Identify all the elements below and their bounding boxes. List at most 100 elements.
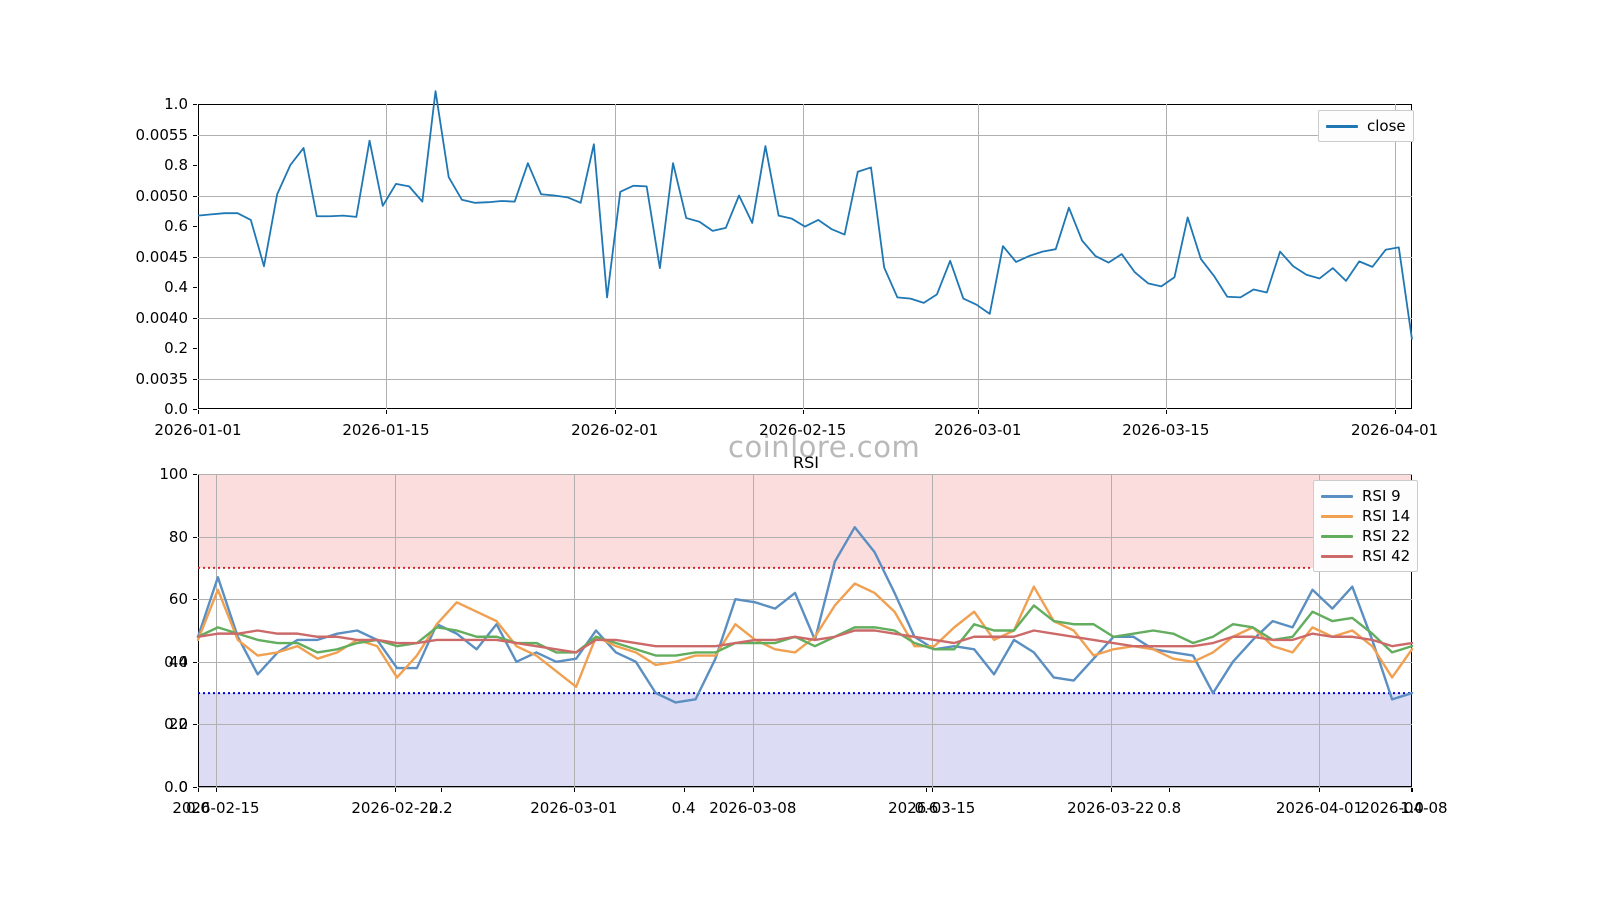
price-legend: close <box>1318 110 1414 142</box>
legend-swatch-icon <box>1321 514 1353 518</box>
rsi-xtick <box>752 788 754 792</box>
rsi-gridline-h <box>198 724 1412 726</box>
rsi-ytick-secondary <box>193 787 197 788</box>
rsi-gridline-h <box>198 474 1412 475</box>
price-xtick-label-3: 2026-02-15 <box>759 421 847 439</box>
price-ytick-secondary <box>193 226 197 227</box>
price-ytick <box>193 378 197 380</box>
price-gridline-h <box>198 195 1412 197</box>
price-ytick <box>193 317 197 319</box>
rsi-ytick-secondary <box>193 724 197 726</box>
rsi-xtick <box>1411 788 1412 792</box>
rsi-xtick-secondary <box>926 788 928 792</box>
rsi-series-line-rsi-14 <box>196 582 1414 689</box>
rsi-xtick <box>573 788 575 792</box>
rsi-shaded-band <box>198 693 1412 787</box>
rsi-gridline-h <box>198 536 1412 538</box>
rsi-gridline-v <box>394 474 396 787</box>
price-gridline-h <box>198 256 1412 258</box>
price-ytick-secondary <box>193 104 197 105</box>
price-xtick <box>198 410 199 414</box>
price-gridline-v <box>977 104 979 409</box>
rsi-xtick-label-1: 2026-02-22 <box>351 799 439 817</box>
price-xtick-label-2: 2026-02-01 <box>571 421 659 439</box>
rsi-ytick-secondary-label-1: 0.2 <box>164 715 188 734</box>
rsi-ytick-label-0: 0 <box>178 778 188 796</box>
price-ytick-secondary <box>193 409 197 410</box>
rsi-gridline-v <box>573 474 575 787</box>
rsi-ytick-secondary-label-0: 0.0 <box>164 778 188 796</box>
rsi-xtick <box>931 788 933 792</box>
rsi-xtick <box>394 788 396 792</box>
rsi-ytick-secondary <box>193 661 197 663</box>
price-xtick-label-0: 2026-01-01 <box>154 421 242 439</box>
price-xtick <box>802 410 804 414</box>
price-xtick-label-4: 2026-03-01 <box>934 421 1022 439</box>
price-ytick-label-3: 0.0050 <box>135 186 189 205</box>
rsi-ytick <box>193 474 197 475</box>
rsi-gridline-v <box>215 474 217 787</box>
rsi-xtick-label-7: 2026-04-08 <box>1360 799 1448 817</box>
rsi-gridline-h <box>198 599 1412 601</box>
rsi-xtick-secondary <box>1169 788 1171 792</box>
rsi-xtick-label-3: 2026-03-08 <box>709 799 797 817</box>
legend-item-close[interactable]: close <box>1326 116 1406 136</box>
price-ytick-secondary <box>193 287 197 288</box>
rsi-xtick-secondary-label-5: 1.0 <box>1400 799 1424 817</box>
rsi-xtick-label-6: 2026-04-01 <box>1275 799 1364 817</box>
rsi-xtick <box>1319 788 1321 792</box>
price-ytick-label-2: 0.0045 <box>135 247 189 266</box>
legend-swatch-icon <box>1321 554 1353 558</box>
price-ytick <box>193 195 197 197</box>
legend-item-rsi-42[interactable]: RSI 42 <box>1321 546 1410 566</box>
rsi-shaded-band <box>198 474 1412 568</box>
rsi-gridline-h <box>198 787 1412 788</box>
price-xtick-label-1: 2026-01-15 <box>342 421 430 439</box>
rsi-xtick-label-5: 2026-03-22 <box>1067 799 1155 817</box>
price-ytick-secondary-label-1: 0.2 <box>164 339 188 357</box>
price-xtick <box>1394 410 1396 414</box>
rsi-series-line-rsi-42 <box>196 629 1414 654</box>
legend-item-rsi-22[interactable]: RSI 22 <box>1321 526 1410 546</box>
rsi-gridline-v <box>931 474 933 787</box>
rsi-ytick-label-1: 20 <box>168 715 188 734</box>
legend-label: RSI 14 <box>1362 507 1411 525</box>
rsi-xtick-secondary <box>198 788 199 792</box>
price-gridline-h <box>198 378 1412 380</box>
price-ytick-secondary-label-0: 0.0 <box>164 400 188 418</box>
rsi-xtick-secondary <box>683 788 685 792</box>
rsi-ytick <box>193 599 197 601</box>
rsi-gridline-v <box>752 474 754 787</box>
rsi-xtick-label-4: 2026-03-15 <box>888 799 976 817</box>
legend-label: RSI 9 <box>1362 487 1401 505</box>
legend-swatch-icon <box>1321 494 1353 498</box>
rsi-xtick-label-2: 2026-03-01 <box>530 799 618 817</box>
legend-item-rsi-9[interactable]: RSI 9 <box>1321 486 1410 506</box>
legend-label: RSI 42 <box>1362 547 1411 565</box>
price-xtick-label-6: 2026-04-01 <box>1351 421 1439 439</box>
price-ytick <box>193 134 197 136</box>
price-ytick-secondary <box>193 165 197 166</box>
rsi-gridline-h <box>198 661 1412 663</box>
rsi-xtick-secondary-label-0: 0.0 <box>186 799 210 817</box>
rsi-ytick <box>193 536 197 538</box>
price-gridline-v <box>1394 104 1396 409</box>
price-gridline-h <box>198 134 1412 136</box>
price-close-line <box>197 90 1413 340</box>
price-ytick-secondary <box>193 348 197 349</box>
coinlore-watermark: coinlore.com <box>728 430 921 464</box>
rsi-xtick-secondary <box>1412 788 1413 792</box>
price-ytick-secondary-label-2: 0.4 <box>164 278 188 296</box>
price-gridline-v <box>614 104 616 409</box>
price-ytick-secondary-label-4: 0.8 <box>164 156 188 174</box>
legend-label: RSI 22 <box>1362 527 1411 545</box>
price-ytick-secondary-label-3: 0.6 <box>164 217 188 235</box>
rsi-gridline-v <box>1110 474 1112 787</box>
legend-item-rsi-14[interactable]: RSI 14 <box>1321 506 1410 526</box>
price-gridline-v <box>385 104 387 409</box>
rsi-series-line-rsi-22 <box>196 604 1414 657</box>
rsi-xtick-secondary-label-4: 0.8 <box>1157 799 1182 817</box>
